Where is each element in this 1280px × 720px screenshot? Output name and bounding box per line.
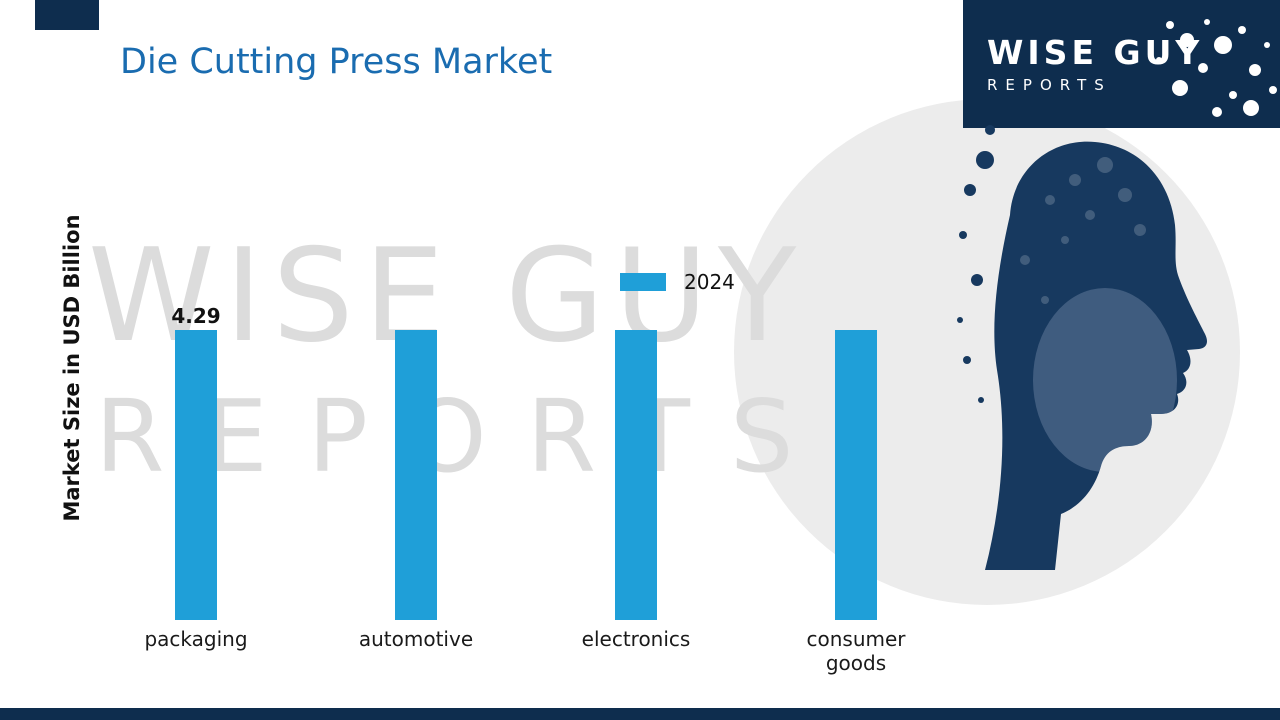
bar-electronics	[615, 330, 657, 620]
legend-label-2024: 2024	[684, 270, 735, 294]
brand-logo-name: WISE GUY	[987, 33, 1204, 72]
bar-group-packaging: 4.29	[86, 282, 306, 620]
brand-logo: WISE GUY REPORTS	[963, 0, 1280, 128]
bar-group-consumer-goods	[746, 282, 966, 620]
bar-automotive	[395, 330, 437, 620]
x-axis-label-electronics: electronics	[581, 627, 691, 651]
legend-swatch-2024	[620, 273, 666, 291]
x-axis-label-packaging: packaging	[144, 627, 248, 651]
chart-legend: 2024	[620, 270, 735, 294]
x-axis-label-automotive: automotive	[358, 627, 474, 651]
bar-plot-area: 4.29	[86, 282, 966, 620]
corner-accent-block	[35, 0, 99, 30]
bar-value-label: 4.29	[171, 304, 221, 328]
brand-logo-subtitle: REPORTS	[987, 76, 1112, 94]
x-axis-label-consumer-goods: consumer goods	[806, 627, 906, 675]
y-axis-label: Market Size in USD Billion	[60, 214, 84, 522]
footer-accent-bar	[0, 708, 1280, 720]
page-title: Die Cutting Press Market	[120, 42, 553, 82]
bar-group-electronics	[526, 282, 746, 620]
bar-packaging	[175, 330, 217, 620]
bar-group-automotive	[306, 282, 526, 620]
bar-consumer-goods	[835, 330, 877, 620]
x-axis-labels: packaging automotive electronics consume…	[86, 627, 966, 675]
